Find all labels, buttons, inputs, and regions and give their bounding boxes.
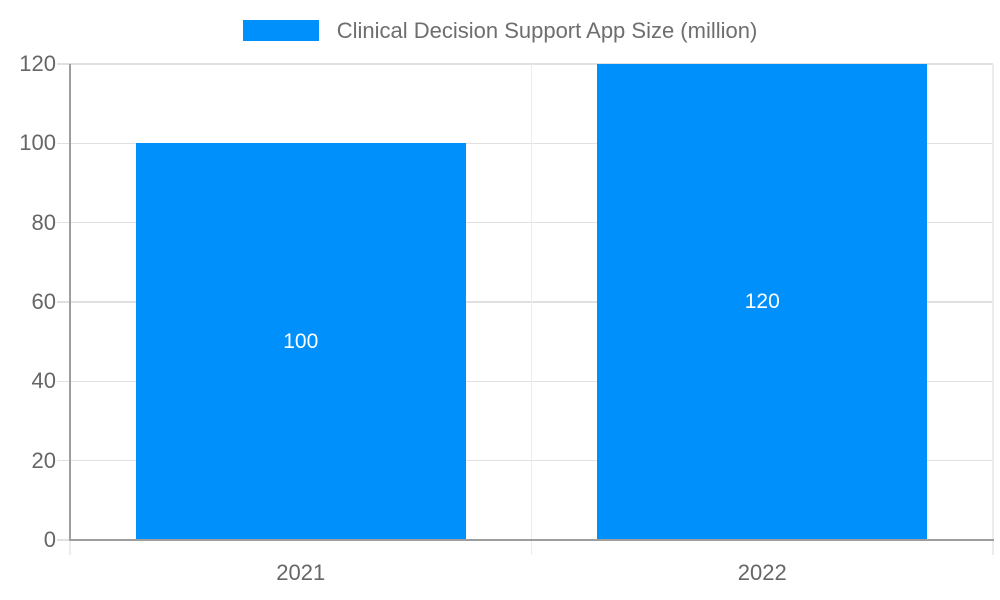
y-axis-tick [57, 539, 70, 541]
gridline-vertical [992, 64, 994, 555]
y-axis-label: 20 [31, 447, 56, 473]
x-axis-tick [69, 540, 71, 555]
y-axis-label: 80 [31, 209, 56, 235]
x-axis-line [69, 539, 994, 541]
y-axis-label: 100 [19, 130, 56, 156]
bar-value-label: 120 [744, 290, 780, 313]
chart-legend[interactable]: Clinical Decision Support App Size (mill… [0, 17, 1000, 44]
legend-swatch [242, 20, 319, 41]
y-axis-tick [57, 459, 70, 462]
x-axis-label: 2021 [276, 560, 326, 585]
y-axis-tick [57, 221, 70, 224]
y-axis-label: 120 [19, 51, 56, 76]
y-axis-label: 0 [43, 527, 56, 552]
legend-label: Clinical Decision Support App Size (mill… [336, 18, 758, 43]
y-axis-label: 60 [31, 289, 56, 314]
y-axis-label: 40 [31, 368, 56, 394]
y-axis-tick [57, 142, 70, 145]
y-axis-tick [57, 380, 70, 383]
bar[interactable] [597, 64, 928, 540]
bar-value-label: 100 [283, 329, 319, 353]
bar[interactable] [135, 143, 466, 540]
gridline-vertical [530, 64, 533, 555]
x-axis-label: 2022 [737, 560, 787, 585]
y-axis-tick [57, 63, 70, 65]
y-axis-line [69, 64, 71, 540]
y-axis-tick [57, 301, 70, 303]
